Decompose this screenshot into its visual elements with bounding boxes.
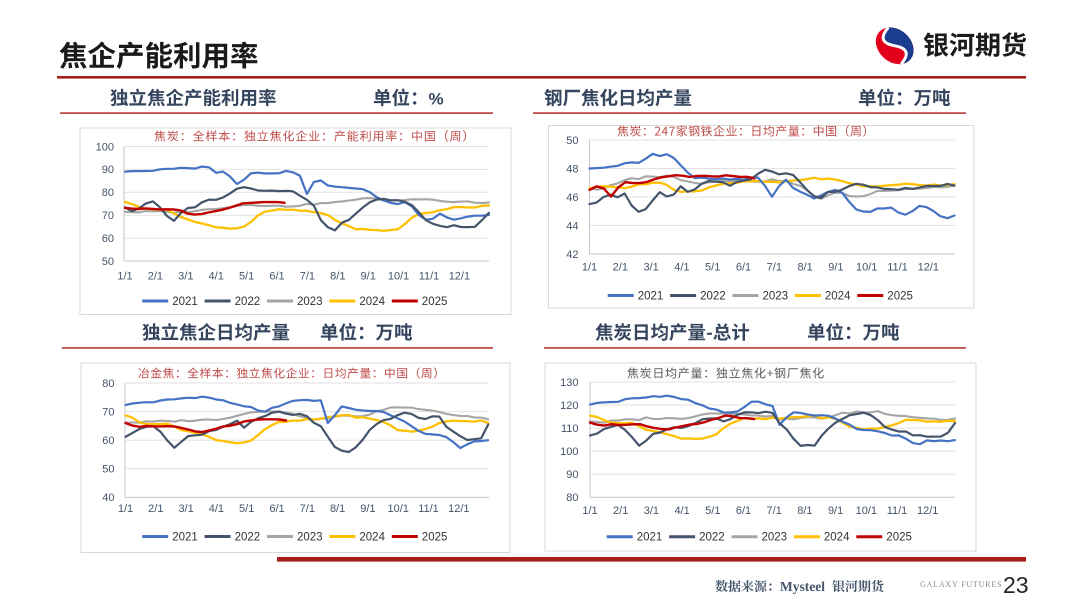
svg-text:12/1: 12/1 [448, 503, 469, 515]
svg-text:GALAXY FUTURES: GALAXY FUTURES [920, 580, 1002, 589]
svg-text:%: % [429, 90, 444, 109]
svg-text:2/1: 2/1 [148, 503, 163, 515]
svg-text:100: 100 [560, 446, 578, 458]
svg-text:70: 70 [102, 210, 114, 222]
svg-text:Mysteel: Mysteel [780, 579, 825, 594]
svg-text:2024: 2024 [359, 532, 385, 544]
svg-text:6/1: 6/1 [269, 270, 284, 282]
svg-text:9/1: 9/1 [828, 261, 843, 273]
svg-text:80: 80 [566, 492, 578, 504]
svg-text:90: 90 [566, 469, 578, 481]
svg-text:48: 48 [566, 163, 578, 175]
svg-text:2021: 2021 [638, 291, 664, 303]
svg-text:2025: 2025 [422, 296, 448, 308]
svg-text:6/1: 6/1 [269, 503, 284, 515]
svg-text:50: 50 [102, 256, 114, 268]
svg-text:2022: 2022 [699, 532, 725, 544]
svg-text:2021: 2021 [172, 296, 198, 308]
svg-text:1/1: 1/1 [582, 261, 597, 273]
svg-text:6/1: 6/1 [736, 261, 751, 273]
svg-text:60: 60 [102, 233, 114, 245]
svg-text:46: 46 [566, 192, 578, 204]
svg-text:4/1: 4/1 [674, 505, 689, 517]
svg-text:80: 80 [102, 187, 114, 199]
svg-text:40: 40 [102, 492, 114, 504]
svg-text:3/1: 3/1 [178, 503, 193, 515]
svg-text:7/1: 7/1 [300, 270, 315, 282]
svg-text:12/1: 12/1 [918, 261, 939, 273]
svg-text:5/1: 5/1 [705, 505, 720, 517]
svg-text:8/1: 8/1 [330, 503, 345, 515]
svg-text:9/1: 9/1 [361, 270, 376, 282]
svg-text:2022: 2022 [235, 296, 261, 308]
svg-text:9/1: 9/1 [360, 503, 375, 515]
svg-text:12/1: 12/1 [449, 270, 470, 282]
svg-text:11/1: 11/1 [887, 261, 908, 273]
svg-text:10/1: 10/1 [388, 270, 409, 282]
svg-text:4/1: 4/1 [674, 261, 689, 273]
svg-text:110: 110 [561, 423, 579, 435]
svg-text:4/1: 4/1 [209, 503, 224, 515]
svg-text:2023: 2023 [297, 532, 323, 544]
svg-text:2023: 2023 [763, 291, 789, 303]
svg-text:11/1: 11/1 [419, 270, 440, 282]
svg-text:2023: 2023 [762, 532, 788, 544]
svg-text:23: 23 [1003, 572, 1029, 598]
svg-text:10/1: 10/1 [387, 503, 408, 515]
svg-text:2022: 2022 [235, 532, 261, 544]
svg-text:50: 50 [102, 464, 114, 476]
svg-text:120: 120 [560, 400, 578, 412]
svg-text:2025: 2025 [886, 532, 912, 544]
svg-text:100: 100 [96, 141, 114, 153]
svg-text:10/1: 10/1 [856, 261, 877, 273]
svg-text:2025: 2025 [887, 291, 913, 303]
svg-text:11/1: 11/1 [887, 505, 908, 517]
svg-text:2/1: 2/1 [613, 505, 628, 517]
svg-text:1/1: 1/1 [117, 270, 132, 282]
svg-text:90: 90 [102, 164, 114, 176]
svg-text:2023: 2023 [297, 296, 323, 308]
svg-text:8/1: 8/1 [797, 505, 812, 517]
svg-text:10/1: 10/1 [856, 505, 877, 517]
svg-text:9/1: 9/1 [828, 505, 843, 517]
svg-text:50: 50 [566, 135, 578, 147]
svg-text:42: 42 [566, 249, 578, 261]
svg-text:1/1: 1/1 [118, 503, 133, 515]
svg-text:2024: 2024 [825, 291, 851, 303]
svg-text:130: 130 [560, 377, 578, 389]
svg-text:70: 70 [102, 406, 114, 418]
svg-text:6/1: 6/1 [736, 505, 751, 517]
svg-text:2024: 2024 [824, 532, 850, 544]
svg-text:2022: 2022 [700, 291, 726, 303]
svg-text:8/1: 8/1 [330, 270, 345, 282]
svg-text:2021: 2021 [172, 532, 198, 544]
svg-text:80: 80 [102, 378, 114, 390]
svg-text:8/1: 8/1 [797, 261, 812, 273]
svg-text:5/1: 5/1 [239, 503, 254, 515]
svg-text:44: 44 [566, 220, 578, 232]
svg-text:3/1: 3/1 [178, 270, 193, 282]
svg-text:2021: 2021 [637, 532, 663, 544]
svg-text:2025: 2025 [422, 532, 448, 544]
svg-text:7/1: 7/1 [767, 261, 782, 273]
svg-text:1/1: 1/1 [582, 505, 597, 517]
svg-text:2024: 2024 [359, 296, 385, 308]
svg-text:3/1: 3/1 [644, 505, 659, 517]
svg-text:4/1: 4/1 [209, 270, 224, 282]
svg-text:2/1: 2/1 [613, 261, 628, 273]
svg-text:7/1: 7/1 [767, 505, 782, 517]
svg-text:3/1: 3/1 [643, 261, 658, 273]
svg-text:12/1: 12/1 [917, 505, 938, 517]
svg-text:7/1: 7/1 [300, 503, 315, 515]
svg-text:5/1: 5/1 [239, 270, 254, 282]
svg-text:2/1: 2/1 [148, 270, 163, 282]
svg-text:5/1: 5/1 [705, 261, 720, 273]
svg-text:11/1: 11/1 [418, 503, 439, 515]
svg-text:60: 60 [102, 435, 114, 447]
